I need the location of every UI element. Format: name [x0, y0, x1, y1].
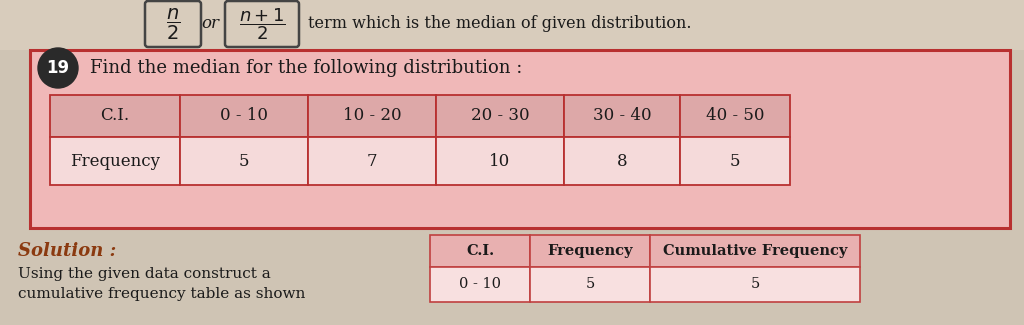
Text: $\dfrac{n}{2}$: $\dfrac{n}{2}$	[166, 6, 180, 42]
Text: 0 - 10: 0 - 10	[459, 278, 501, 292]
Bar	[0, 0, 1024, 50]
Text: Solution :: Solution :	[18, 242, 117, 260]
Bar	[50, 137, 180, 185]
Text: 5: 5	[730, 152, 740, 170]
Bar	[308, 137, 436, 185]
Text: Frequency: Frequency	[70, 152, 160, 170]
Bar	[564, 137, 680, 185]
Bar	[50, 95, 180, 137]
Bar	[680, 137, 790, 185]
Text: 8: 8	[616, 152, 628, 170]
Text: 40 - 50: 40 - 50	[706, 108, 764, 124]
Text: term which is the median of given distribution.: term which is the median of given distri…	[308, 16, 691, 32]
Bar	[650, 235, 860, 267]
Bar	[650, 267, 860, 302]
Text: 5: 5	[751, 278, 760, 292]
Bar	[308, 95, 436, 137]
Bar	[30, 50, 1010, 228]
Text: Find the median for the following distribution :: Find the median for the following distri…	[90, 59, 522, 77]
Bar	[530, 267, 650, 302]
Text: cumulative frequency table as shown: cumulative frequency table as shown	[18, 287, 305, 301]
FancyBboxPatch shape	[145, 1, 201, 47]
Text: C.I.: C.I.	[466, 244, 494, 258]
Bar	[180, 95, 308, 137]
Text: Frequency: Frequency	[547, 244, 633, 258]
Bar	[436, 137, 564, 185]
Bar	[564, 95, 680, 137]
FancyBboxPatch shape	[225, 1, 299, 47]
Text: 10 - 20: 10 - 20	[343, 108, 401, 124]
Text: 7: 7	[367, 152, 377, 170]
Bar	[430, 235, 530, 267]
Text: 20 - 30: 20 - 30	[471, 108, 529, 124]
Text: C.I.: C.I.	[100, 108, 130, 124]
Text: 10: 10	[489, 152, 511, 170]
Text: 19: 19	[46, 59, 70, 77]
Bar	[436, 95, 564, 137]
Text: 5: 5	[586, 278, 595, 292]
Bar	[180, 137, 308, 185]
Text: Using the given data construct a: Using the given data construct a	[18, 267, 270, 281]
Text: $\dfrac{n+1}{2}$: $\dfrac{n+1}{2}$	[239, 6, 286, 42]
Text: 30 - 40: 30 - 40	[593, 108, 651, 124]
Text: or: or	[201, 16, 219, 32]
Bar	[430, 267, 530, 302]
Circle shape	[38, 48, 78, 88]
Bar	[680, 95, 790, 137]
Text: 5: 5	[239, 152, 249, 170]
Text: 0 - 10: 0 - 10	[220, 108, 268, 124]
Text: Cumulative Frequency: Cumulative Frequency	[663, 244, 847, 258]
Bar	[530, 235, 650, 267]
